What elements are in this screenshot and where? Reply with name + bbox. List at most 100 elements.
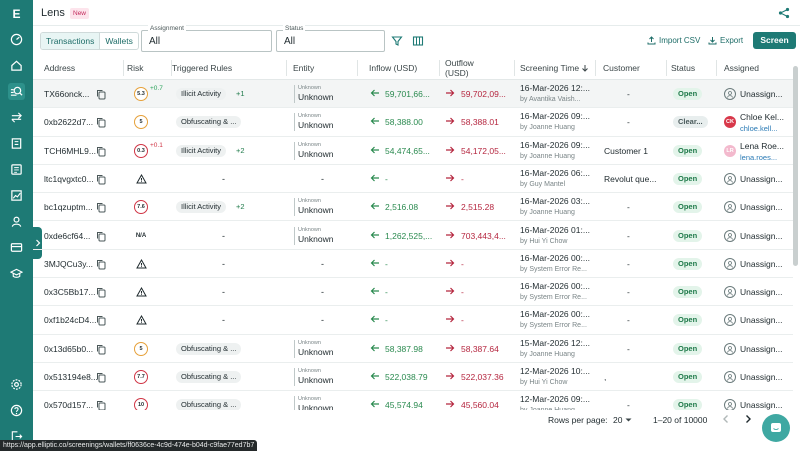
entity-name: Unknown: [298, 403, 334, 410]
column-inflow[interactable]: Inflow (USD): [369, 56, 440, 80]
assignee-cell[interactable]: Lena Roe... lena.roes...: [740, 141, 784, 163]
address-cell[interactable]: 0xf1b24cD4...: [44, 315, 97, 326]
copy-icon[interactable]: [96, 174, 106, 185]
cards-icon[interactable]: [8, 239, 25, 256]
assignee-cell[interactable]: Chloe Kel... chloe.kell...: [740, 112, 784, 134]
tab-transactions[interactable]: Transactions: [41, 33, 101, 49]
screen-button[interactable]: Screen: [753, 32, 796, 49]
assignment-select[interactable]: Assignment All: [141, 25, 272, 52]
copy-icon[interactable]: [96, 146, 106, 157]
address-cell[interactable]: 0xb2622d7...: [44, 117, 94, 128]
export-button[interactable]: Export: [708, 36, 743, 45]
elliptic-logo-icon[interactable]: E: [12, 7, 21, 21]
column-customer[interactable]: Customer: [603, 56, 667, 80]
column-triggered-rules[interactable]: Triggered Rules: [172, 56, 287, 80]
previous-page-button[interactable]: [721, 414, 731, 426]
address-cell[interactable]: 0xde6cf64...: [44, 230, 91, 241]
reports-icon[interactable]: [8, 135, 25, 152]
assignee-name: Unassign...: [740, 230, 783, 241]
copy-icon[interactable]: [96, 287, 106, 298]
columns-icon[interactable]: [412, 35, 424, 47]
copy-icon[interactable]: [96, 259, 106, 270]
table-row[interactable]: 0xb2622d7... 5 Obfuscating & ... Unknown Unk…: [33, 108, 793, 137]
column-outflow[interactable]: Outflow (USD): [445, 56, 515, 80]
address-cell[interactable]: ltc1qvgxtc0...: [44, 173, 94, 184]
table-row[interactable]: 0x570d157... 10 Obfuscating & ... Unknown Un…: [33, 391, 793, 410]
table-row[interactable]: TX66onck... 5.3 +0.7 Illicit Activity +1 Unkn…: [33, 80, 793, 109]
copy-icon[interactable]: [96, 89, 106, 100]
documents-icon[interactable]: [8, 161, 25, 178]
address-cell[interactable]: 0x570d157...: [44, 400, 94, 410]
rule-count[interactable]: +1: [236, 89, 245, 98]
copy-icon[interactable]: [96, 202, 106, 213]
academy-icon[interactable]: [8, 265, 25, 282]
address-cell[interactable]: 3MJQCu3y...: [44, 258, 93, 269]
assignee-cell[interactable]: Unassign...: [740, 202, 783, 213]
assignee-cell[interactable]: Unassign...: [740, 89, 783, 100]
help-icon[interactable]: [8, 402, 25, 419]
assignee-cell[interactable]: Unassign...: [740, 287, 783, 298]
address-cell[interactable]: 0x3C5Bb17...: [44, 287, 96, 298]
screening-time-cell: 16-Mar-2026 03:... by Joanne Huang: [520, 196, 590, 218]
column-address[interactable]: Address: [44, 56, 124, 80]
next-page-button[interactable]: [743, 414, 753, 426]
copy-icon[interactable]: [96, 117, 106, 128]
home-icon[interactable]: [8, 57, 25, 74]
table-row[interactable]: 0xf1b24cD4... - - - - 16-Mar-2026 00:... by Sy…: [33, 306, 793, 335]
column-risk[interactable]: Risk: [127, 56, 172, 80]
copy-icon[interactable]: [96, 400, 106, 410]
scrollbar[interactable]: [793, 56, 798, 406]
table-row[interactable]: TCH6MHL9... 0.3 +0.1 Illicit Activity +2 Unkn…: [33, 137, 793, 165]
scrollbar-thumb[interactable]: [793, 66, 798, 266]
rows-per-page-select[interactable]: 20: [613, 415, 632, 425]
address-cell[interactable]: TX66onck...: [44, 89, 90, 99]
chat-button[interactable]: [762, 414, 790, 442]
user-icon[interactable]: [8, 213, 25, 230]
assignee-cell[interactable]: Unassign...: [740, 259, 783, 270]
table-row[interactable]: 0x513194e8... 7.7 Obfuscating & ... Unknown…: [33, 363, 793, 392]
address-cell[interactable]: TCH6MHL9...: [44, 145, 96, 156]
address-cell[interactable]: 0x13d65b0...: [44, 343, 94, 354]
view-toggle: Transactions Wallets: [40, 32, 139, 50]
share-icon[interactable]: [778, 7, 790, 19]
copy-icon[interactable]: [96, 231, 106, 242]
table-row[interactable]: 3MJQCu3y... - - - - 16-Mar-2026 00:... by Syst…: [33, 250, 793, 279]
table-row[interactable]: ltc1qvgxtc0... - - - - 16-Mar-2026 06:... by G…: [33, 165, 793, 194]
table-row[interactable]: 0x3C5Bb17... - - - - 16-Mar-2026 00:... by Sys…: [33, 278, 793, 307]
assignee-cell[interactable]: Unassign...: [740, 315, 783, 326]
address-cell[interactable]: bc1qzuptm...: [44, 202, 93, 213]
entity-cell: Unknown Unknown: [294, 141, 333, 160]
dashboard-icon[interactable]: [8, 31, 25, 48]
filter-icon[interactable]: [391, 35, 403, 47]
risk-score: 5: [134, 115, 148, 130]
rule-count[interactable]: +2: [236, 145, 245, 155]
column-entity[interactable]: Entity: [293, 56, 358, 80]
copy-icon[interactable]: [96, 315, 106, 326]
status-badge: Open: [673, 342, 703, 355]
transfer-icon[interactable]: [8, 109, 25, 126]
analytics-icon[interactable]: [8, 187, 25, 204]
table-row[interactable]: 0xde6cf64... N/A - Unknown Unknown 1,262,525,…: [33, 222, 793, 250]
assignee-cell[interactable]: Unassign...: [740, 174, 783, 185]
copy-icon[interactable]: [96, 344, 106, 355]
address-cell[interactable]: 0x513194e8...: [44, 372, 98, 382]
column-status[interactable]: Status: [671, 56, 717, 80]
copy-icon[interactable]: [96, 372, 106, 383]
settings-gear-icon[interactable]: [8, 376, 25, 393]
column-screening-time[interactable]: Screening Time: [520, 56, 596, 80]
assignee-cell[interactable]: Unassign...: [740, 231, 783, 242]
column-assigned[interactable]: Assigned: [724, 56, 789, 80]
outflow-value: -: [461, 315, 464, 326]
assignee-cell[interactable]: Unassign...: [740, 344, 783, 355]
assignee-cell[interactable]: Unassign...: [740, 400, 783, 410]
lens-search-icon[interactable]: [8, 83, 25, 100]
status-select[interactable]: Status All: [276, 25, 385, 52]
sidebar-expand-toggle[interactable]: [33, 227, 42, 259]
table-row[interactable]: 0x13d65b0... 5 Obfuscating & ... Unknown Unk…: [33, 335, 793, 363]
assignee-cell[interactable]: Unassign...: [740, 372, 783, 383]
import-csv-button[interactable]: Import CSV: [647, 36, 700, 45]
assignee-name: Unassign...: [740, 287, 783, 298]
rule-count[interactable]: +2: [236, 202, 245, 212]
table-row[interactable]: bc1qzuptm... 7.6 Illicit Activity +2 Unknown…: [33, 193, 793, 222]
tab-wallets[interactable]: Wallets: [105, 36, 133, 46]
